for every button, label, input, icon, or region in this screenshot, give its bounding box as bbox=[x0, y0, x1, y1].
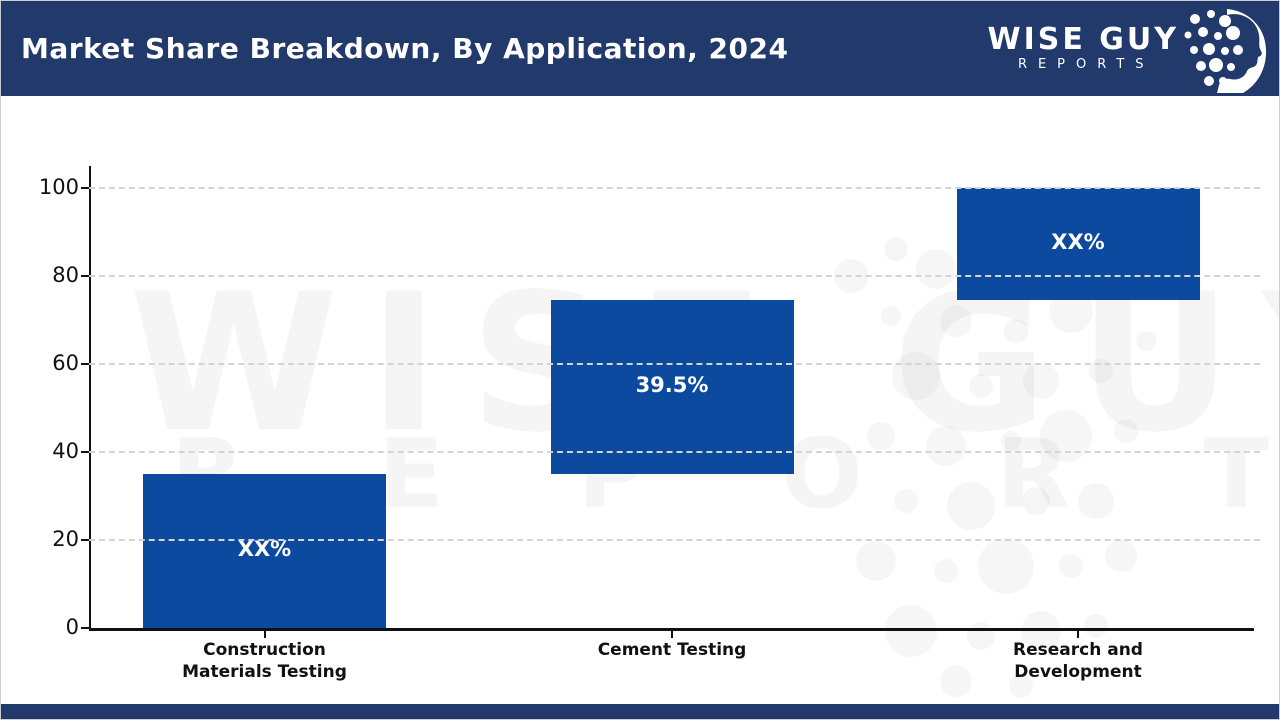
brand-logo: WISE GUY REPORTS bbox=[987, 1, 1267, 96]
y-tick-label-60: 60 bbox=[52, 351, 79, 375]
y-tick-label-0: 0 bbox=[65, 615, 79, 639]
bar-research-and-development: XX% bbox=[956, 188, 1200, 301]
bar-cement-testing: 39.5% bbox=[550, 300, 794, 474]
x-tick-research-and-development bbox=[1077, 631, 1079, 638]
bar-construction-materials-testing: XX% bbox=[143, 474, 386, 628]
category-label-line: Materials Testing bbox=[182, 662, 347, 682]
gridline-60 bbox=[89, 363, 1260, 365]
category-label-line: Development bbox=[1014, 662, 1142, 682]
bar-label-research-and-development: XX% bbox=[1051, 230, 1105, 255]
x-tick-cement-testing bbox=[671, 631, 673, 638]
y-tick-label-20: 20 bbox=[52, 527, 79, 551]
footer-bar bbox=[1, 704, 1279, 719]
gridline-100 bbox=[89, 187, 1260, 189]
category-label-line: Construction bbox=[203, 640, 326, 660]
brand-logo-text: WISE GUY REPORTS bbox=[987, 21, 1179, 73]
y-tick-40 bbox=[81, 451, 89, 453]
bar-label-construction-materials-testing: XX% bbox=[237, 537, 292, 561]
y-tick-label-40: 40 bbox=[52, 439, 79, 463]
gridline-40 bbox=[89, 451, 1260, 453]
y-tick-label-100: 100 bbox=[38, 175, 79, 199]
y-tick-label-80: 80 bbox=[52, 263, 79, 287]
y-tick-80 bbox=[81, 275, 89, 277]
brand-logo-reports: REPORTS bbox=[1017, 56, 1155, 72]
y-axis-spine bbox=[89, 166, 91, 631]
gridline-20 bbox=[89, 539, 1260, 541]
header-bar: Market Share Breakdown, By Application, … bbox=[1, 1, 1279, 96]
gridline-80 bbox=[89, 275, 1260, 277]
category-label-construction-materials-testing: Construction Materials Testing bbox=[105, 639, 425, 683]
brand-face-icon bbox=[1184, 8, 1267, 93]
category-label-line: Cement Testing bbox=[597, 640, 747, 660]
y-tick-100 bbox=[81, 187, 89, 189]
bar-label-cement-testing: 39.5% bbox=[635, 373, 709, 398]
y-tick-60 bbox=[81, 363, 89, 365]
x-axis-spine bbox=[89, 628, 1254, 631]
y-tick-20 bbox=[81, 539, 89, 541]
x-tick-construction-materials-testing bbox=[263, 631, 266, 638]
y-tick-0 bbox=[81, 627, 89, 629]
category-label-research-and-development: Research and Development bbox=[918, 639, 1238, 683]
category-label-cement-testing: Cement Testing bbox=[512, 639, 832, 661]
page-title: Market Share Breakdown, By Application, … bbox=[21, 32, 789, 65]
category-label-line: Research and bbox=[1013, 640, 1143, 660]
brand-logo-wiseguy: WISE GUY bbox=[987, 21, 1179, 57]
